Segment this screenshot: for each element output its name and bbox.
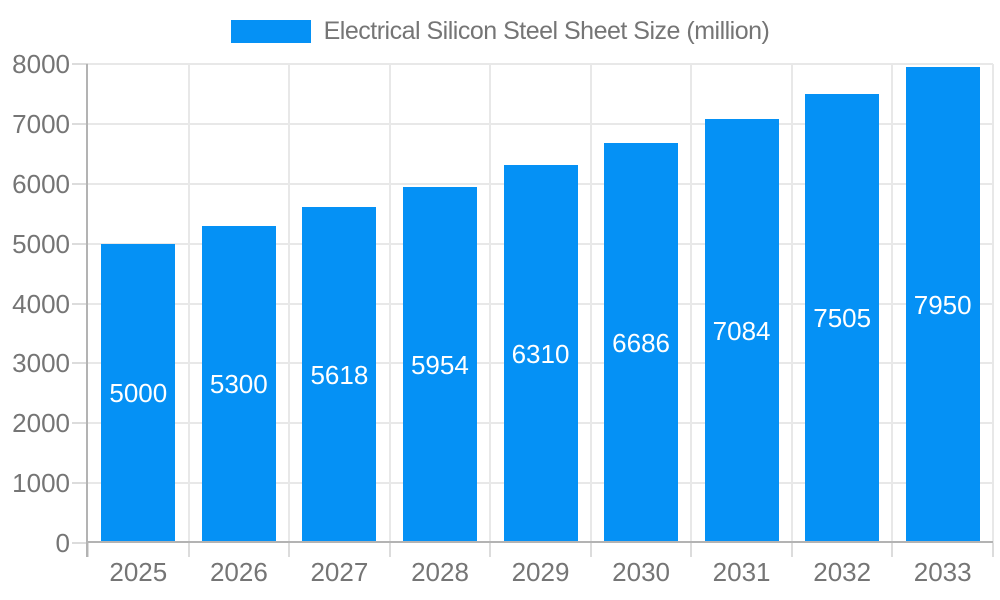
x-gridline [589, 64, 592, 543]
bar-value-label: 5618 [310, 359, 369, 390]
y-tick-label: 2000 [12, 408, 70, 439]
bar-value-label: 7950 [913, 290, 972, 320]
x-axis-line [88, 541, 993, 543]
bar-2029: 6310 [503, 165, 578, 543]
legend-swatch [230, 19, 311, 43]
x-tick-label: 2029 [511, 557, 570, 587]
y-axis-tick [72, 542, 88, 544]
bar-value-label: 6686 [612, 327, 671, 358]
y-axis-tick [72, 242, 88, 245]
x-tick-label: 2025 [109, 557, 168, 587]
x-gridline [891, 64, 894, 543]
x-axis-tick [187, 543, 190, 557]
y-axis-tick [72, 422, 88, 425]
x-axis-tick [891, 543, 894, 557]
x-gridline [992, 64, 994, 543]
y-tick-label: 3000 [12, 348, 70, 379]
x-gridline [388, 64, 391, 543]
y-tick-label: 5000 [12, 228, 70, 259]
x-gridline [288, 64, 291, 543]
bar-value-label: 7084 [712, 315, 771, 346]
x-gridline [790, 64, 793, 543]
x-axis-tick [690, 543, 693, 557]
x-axis-tick [992, 543, 994, 557]
x-gridline [690, 64, 693, 543]
y-tick-label: 4000 [12, 288, 70, 319]
y-tick-label: 8000 [12, 49, 70, 79]
legend: Electrical Silicon Steel Sheet Size (mil… [0, 17, 1000, 45]
y-tick-label: 1000 [12, 468, 70, 499]
bar-2026: 5300 [201, 225, 276, 543]
y-gridline [88, 122, 993, 125]
bar-2032: 7505 [805, 93, 880, 543]
x-axis-tick [489, 543, 492, 557]
x-axis-tick [87, 543, 89, 557]
x-gridline [187, 64, 190, 543]
x-tick-label: 2026 [209, 557, 268, 587]
x-tick-label: 2031 [712, 557, 771, 587]
y-axis-tick [72, 182, 88, 185]
bar-value-label: 7505 [813, 303, 872, 334]
bar-value-label: 5000 [109, 378, 168, 409]
bar-value-label: 5300 [209, 369, 268, 400]
bar-value-label: 6310 [511, 339, 570, 370]
y-axis-tick [72, 63, 88, 65]
y-axis-line [86, 64, 88, 557]
x-axis-tick [388, 543, 391, 557]
x-tick-label: 2033 [913, 557, 972, 587]
y-tick-label: 0 [55, 528, 70, 558]
bar-2027: 5618 [302, 206, 377, 543]
bar-2030: 6686 [604, 142, 679, 543]
bar-2033: 7950 [905, 67, 980, 543]
y-axis-tick [72, 482, 88, 485]
x-axis-tick [790, 543, 793, 557]
y-axis-tick [72, 362, 88, 365]
legend-label: Electrical Silicon Steel Sheet Size (mil… [323, 16, 770, 45]
bar-2028: 5954 [402, 186, 477, 543]
y-axis-tick [72, 122, 88, 125]
y-gridline [88, 63, 993, 65]
bar-value-label: 5954 [410, 349, 469, 380]
y-tick-label: 7000 [12, 108, 70, 139]
x-gridline [489, 64, 492, 543]
x-tick-label: 2027 [310, 557, 369, 587]
x-axis-tick [288, 543, 291, 557]
y-axis-tick [72, 302, 88, 305]
x-tick-label: 2032 [813, 557, 872, 587]
y-tick-label: 6000 [12, 168, 70, 199]
x-tick-label: 2028 [411, 557, 469, 587]
bar-2025: 5000 [101, 243, 176, 543]
x-axis-tick [589, 543, 592, 557]
bar-2031: 7084 [704, 118, 779, 543]
x-tick-label: 2030 [612, 557, 671, 587]
